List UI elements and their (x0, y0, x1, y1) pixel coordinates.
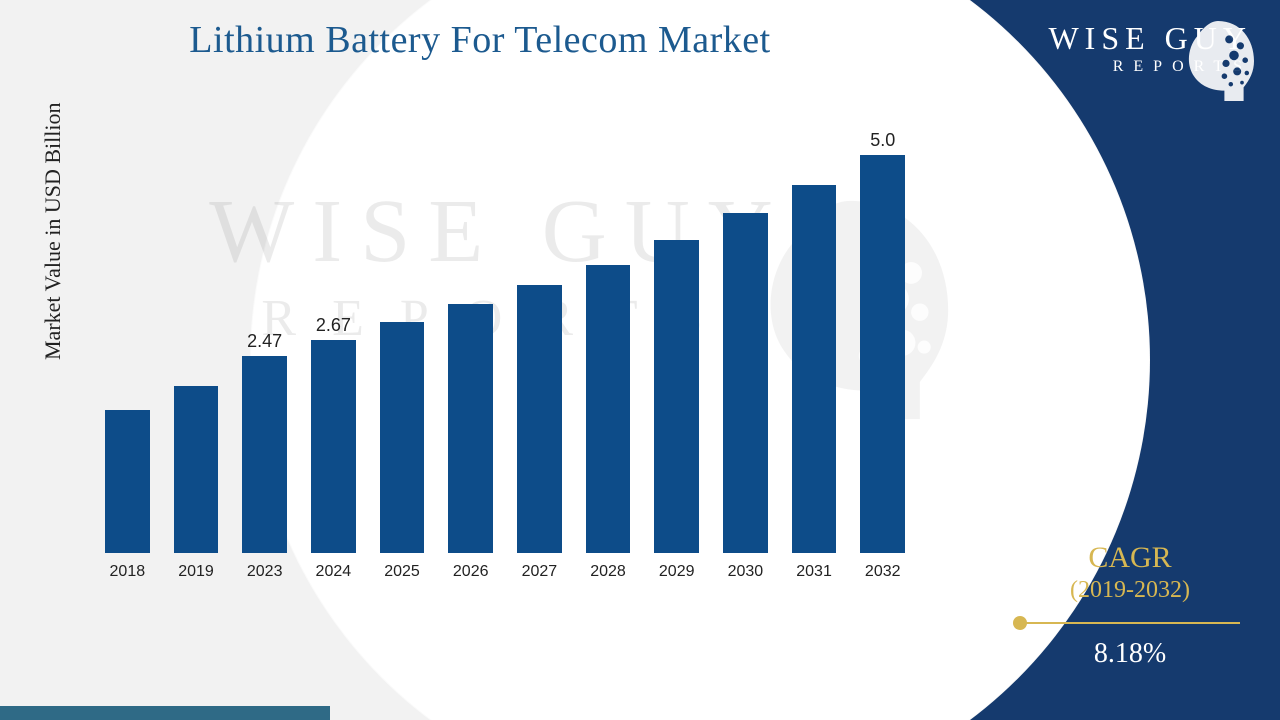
bar-col (443, 304, 498, 553)
bar (792, 185, 837, 553)
bar-col (169, 386, 224, 553)
bar-col (581, 265, 636, 553)
bars-container: 2.47 2.67 5.0 (100, 155, 910, 553)
bar-col: 2.47 (237, 356, 292, 553)
x-tick-label: 2019 (169, 563, 224, 581)
x-tick-label: 2024 (306, 563, 361, 581)
bar (860, 155, 905, 553)
cagr-label: CAGR (980, 541, 1280, 575)
bar (105, 410, 150, 553)
bar (723, 213, 768, 553)
bar (174, 386, 219, 553)
x-tick-label: 2029 (649, 563, 704, 581)
bar (380, 322, 425, 553)
x-axis-labels: 2018 2019 2023 2024 2025 2026 2027 2028 2029 2030… (100, 563, 910, 581)
page-title: Lithium Battery For Telecom Market (60, 18, 900, 62)
bar-col (512, 285, 567, 553)
bar-chart: 2.472.675.0 2018201920232024202520262027… (100, 155, 910, 575)
footer-accent-bar (0, 706, 330, 720)
bar-value-label: 2.67 (316, 315, 351, 336)
bar-col (649, 240, 704, 553)
bar-col: 5.0 (855, 155, 910, 553)
bar-col: 2.67 (306, 340, 361, 553)
x-tick-label: 2025 (375, 563, 430, 581)
bar-col (718, 213, 773, 553)
x-tick-label: 2027 (512, 563, 567, 581)
cagr-divider (1020, 622, 1240, 624)
x-tick-label: 2026 (443, 563, 498, 581)
bar (517, 285, 562, 553)
bar-col (787, 185, 842, 553)
bar-col (375, 322, 430, 553)
bar-value-label: 5.0 (870, 130, 895, 151)
x-tick-label: 2031 (787, 563, 842, 581)
x-tick-label: 2032 (855, 563, 910, 581)
bar (586, 265, 631, 553)
brand-head-icon (1178, 16, 1258, 106)
bar (242, 356, 287, 553)
bar (448, 304, 493, 553)
cagr-value: 8.18% (980, 638, 1280, 670)
x-tick-label: 2018 (100, 563, 155, 581)
bar-col (100, 410, 155, 553)
bar (654, 240, 699, 553)
cagr-block: CAGR (2019-2032) 8.18% (980, 541, 1280, 670)
stage: WISE GUY REPORTS Lithium Battery For Tel… (0, 0, 1280, 720)
x-tick-label: 2023 (237, 563, 292, 581)
bar-value-label: 2.47 (247, 331, 282, 352)
y-axis-label: Market Value in USD Billion (40, 103, 66, 360)
x-tick-label: 2030 (718, 563, 773, 581)
bar (311, 340, 356, 553)
brand-logo: WISE GUY REPORTS (992, 22, 1252, 76)
x-tick-label: 2028 (581, 563, 636, 581)
cagr-years: (2019-2032) (980, 577, 1280, 604)
